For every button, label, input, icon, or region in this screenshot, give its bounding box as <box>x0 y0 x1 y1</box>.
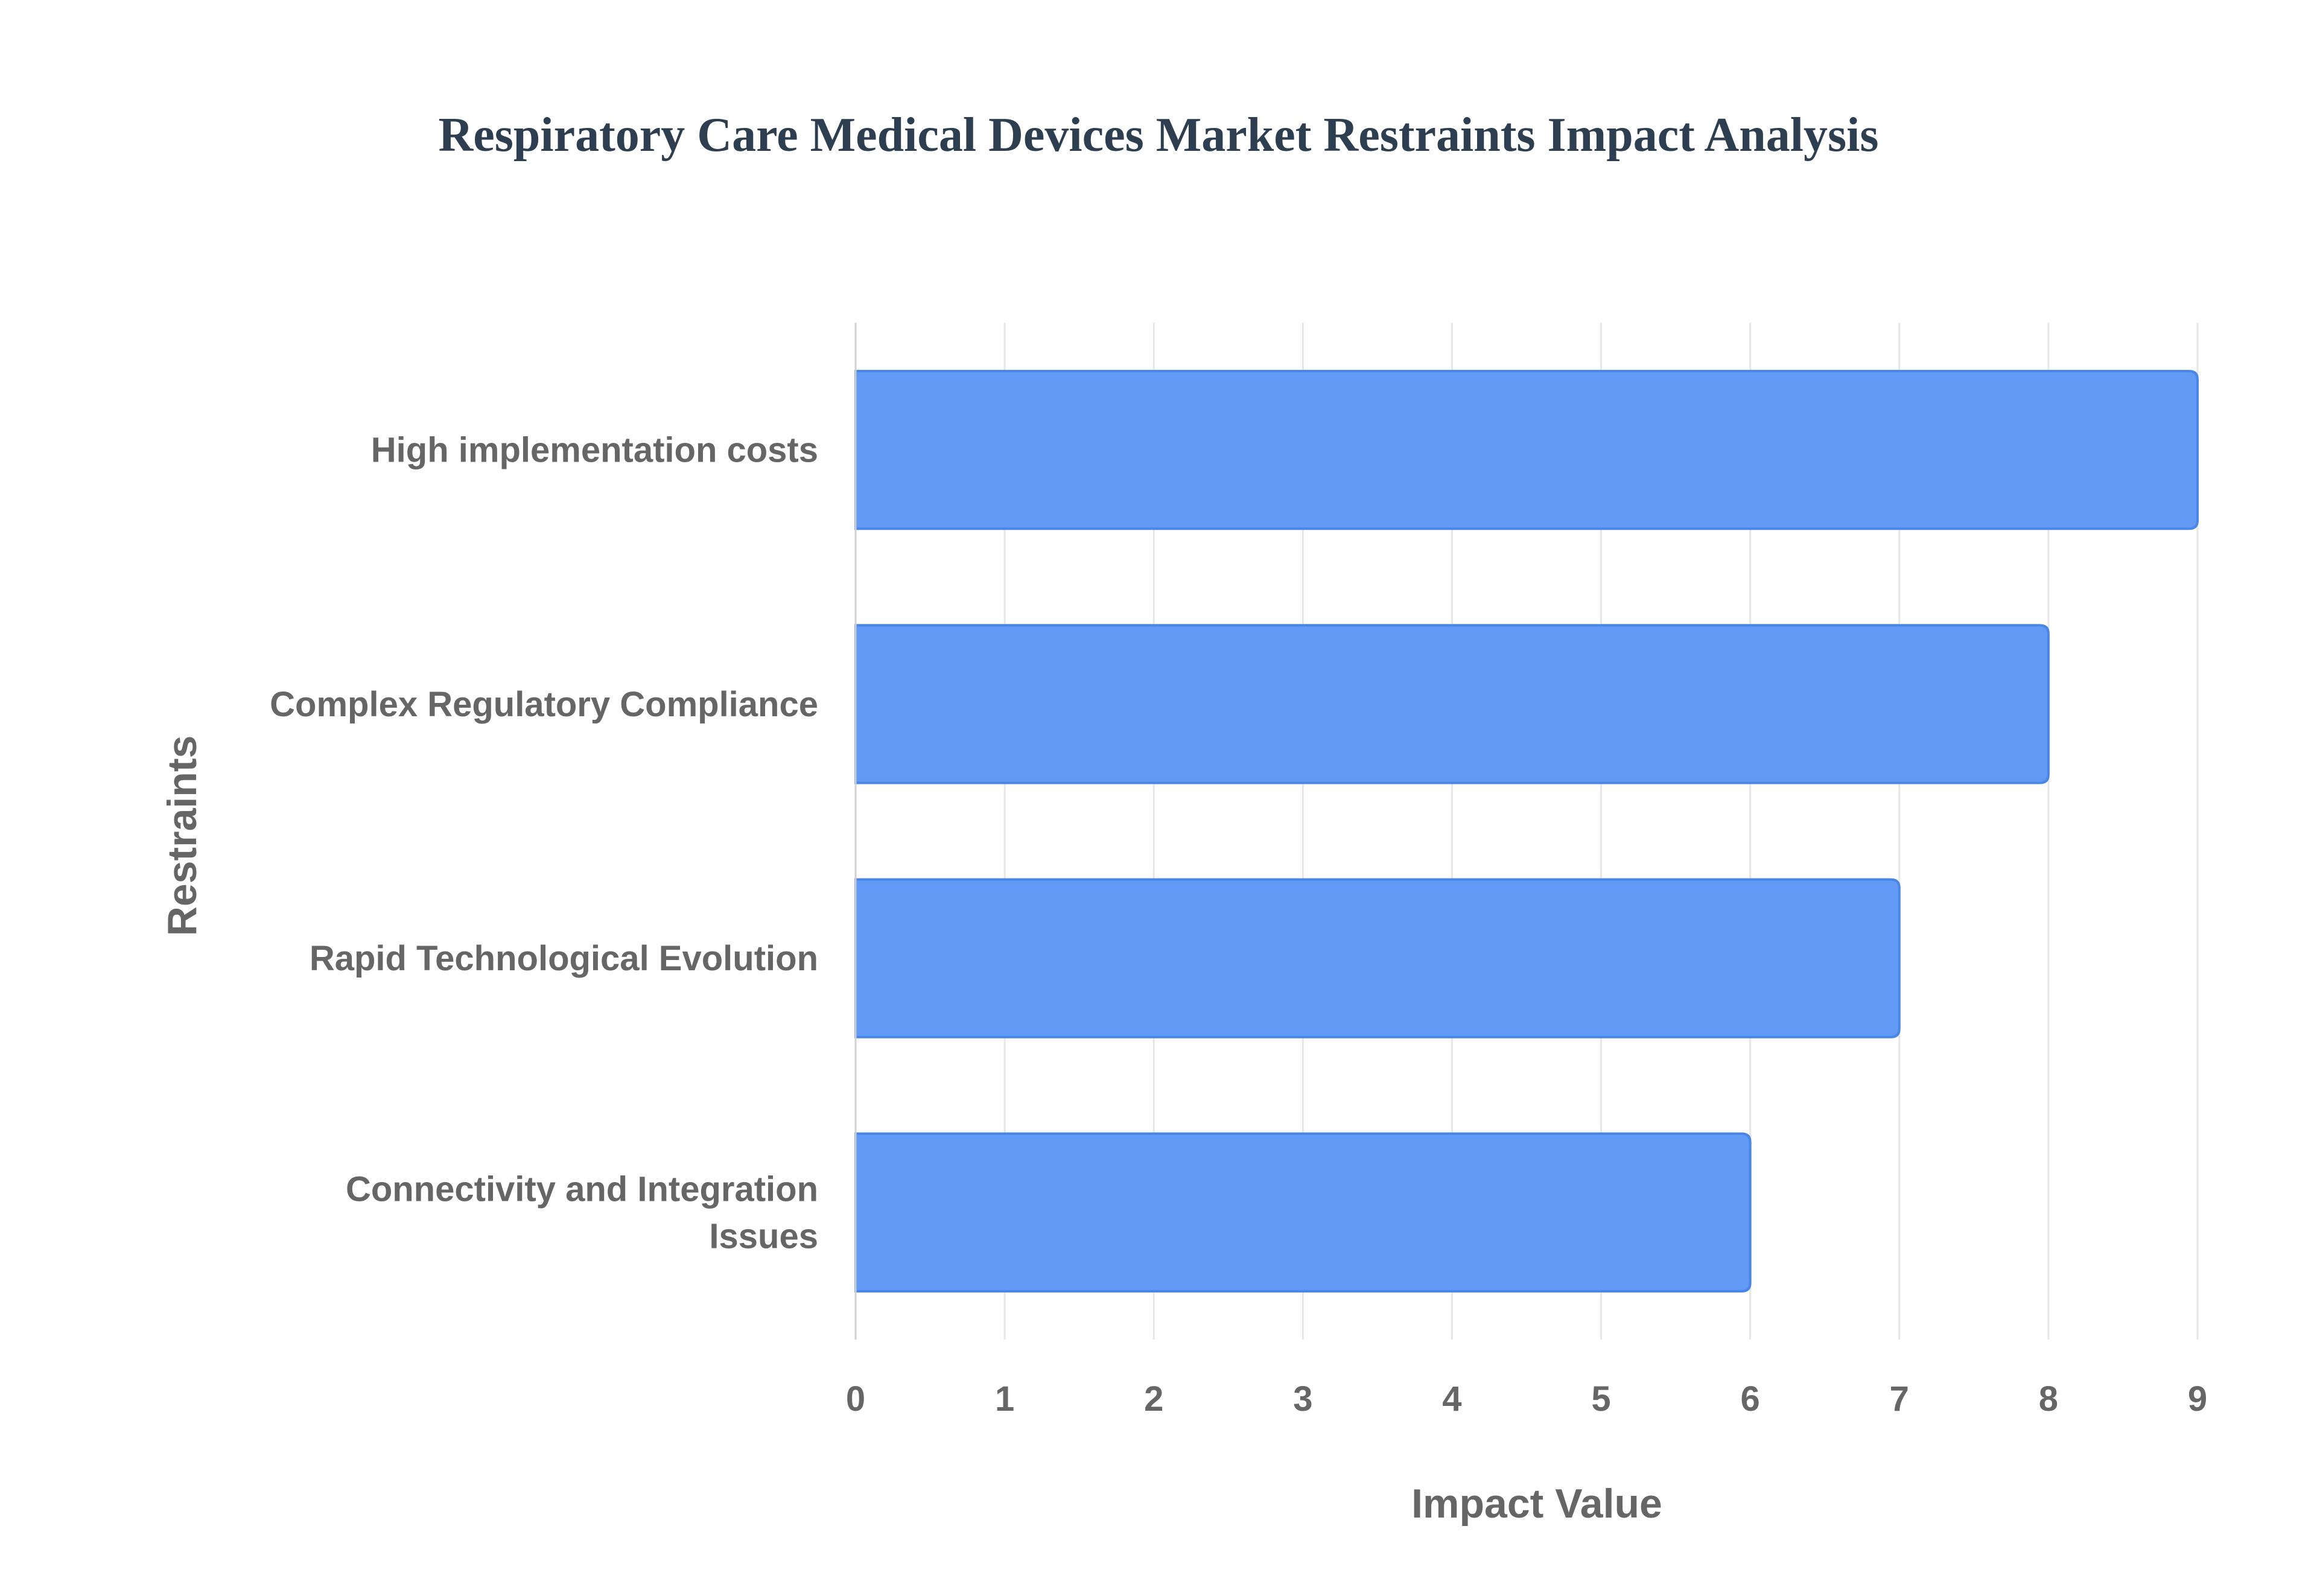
x-tick-labels: 0 1 2 3 4 5 6 7 8 9 <box>846 1379 2207 1419</box>
category-label-2: Complex Regulatory Compliance <box>270 685 818 724</box>
bar-4 <box>854 1132 1752 1292</box>
x-tick-label-8: 8 <box>2039 1379 2058 1419</box>
x-tick-label-4: 4 <box>1442 1379 1461 1419</box>
category-label-line: Connectivity and Integration <box>346 1169 818 1209</box>
category-labels: High implementation costs Complex Regulat… <box>270 431 818 1256</box>
x-tick-label-0: 0 <box>846 1379 865 1419</box>
x-tick-label-5: 5 <box>1591 1379 1610 1419</box>
chart-title: Respiratory Care Medical Devices Market … <box>439 109 1879 162</box>
x-axis-title: Impact Value <box>1411 1481 1662 1527</box>
category-label-line: Complex Regulatory Compliance <box>270 685 818 724</box>
x-tick-label-1: 1 <box>995 1379 1014 1419</box>
bar-3 <box>854 878 1901 1038</box>
category-label-4: Connectivity and Integration Issues <box>346 1169 818 1256</box>
bars <box>854 370 2199 1292</box>
x-tick-label-9: 9 <box>2188 1379 2207 1419</box>
category-label-1: High implementation costs <box>371 431 818 470</box>
y-axis-title: Restraints <box>159 736 205 936</box>
bar-2 <box>854 624 2050 784</box>
bar-1 <box>854 370 2199 530</box>
category-label-line: Rapid Technological Evolution <box>310 939 818 978</box>
category-label-line: High implementation costs <box>371 431 818 470</box>
category-label-line: Issues <box>709 1216 818 1256</box>
x-tick-label-3: 3 <box>1293 1379 1312 1419</box>
x-tick-label-6: 6 <box>1741 1379 1760 1419</box>
x-tick-label-2: 2 <box>1144 1379 1163 1419</box>
x-tick-label-7: 7 <box>1890 1379 1909 1419</box>
category-label-3: Rapid Technological Evolution <box>310 939 818 978</box>
